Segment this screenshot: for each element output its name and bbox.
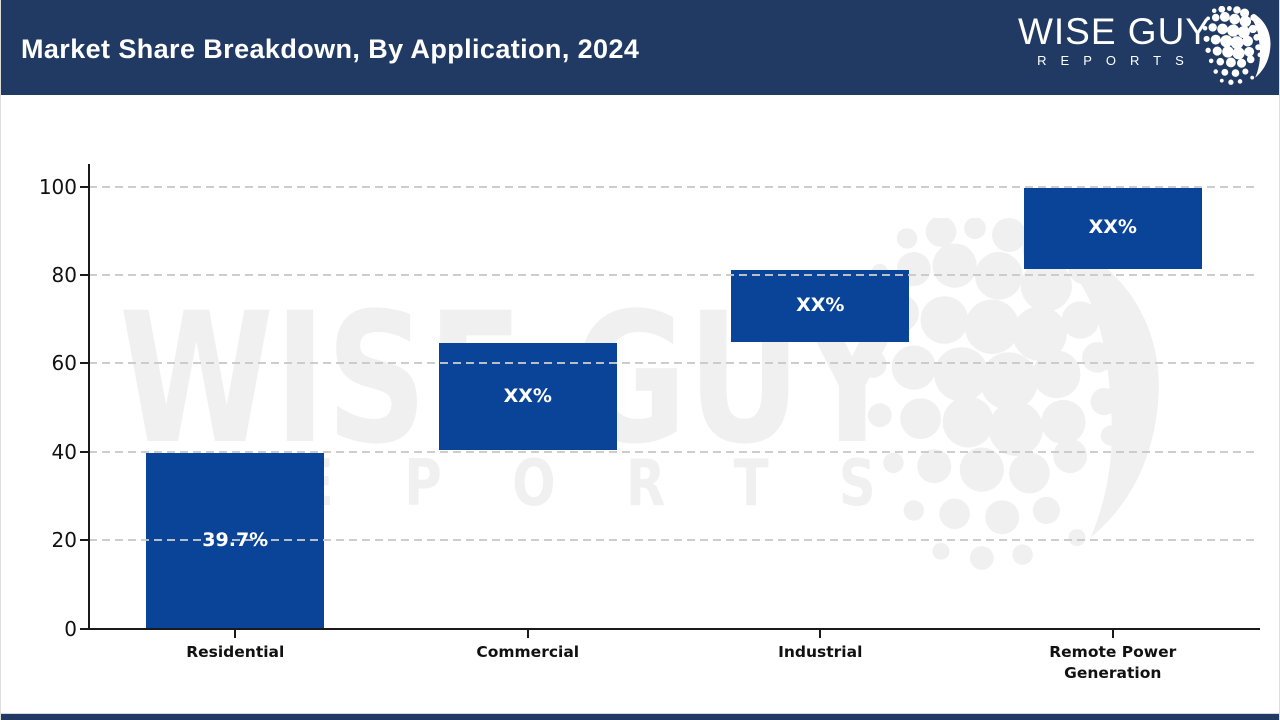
bar-label-residential: 39.7%	[202, 528, 269, 551]
gridline-100	[89, 185, 1259, 188]
x-tick-commercial	[526, 629, 529, 638]
x-label-commercial: Commercial	[476, 642, 580, 661]
y-tick-0	[80, 627, 88, 630]
page-title: Market Share Breakdown, By Application, …	[21, 34, 640, 64]
y-tick-80	[80, 273, 88, 276]
bar-label-industrial: XX%	[796, 294, 845, 317]
x-axis-line	[88, 628, 1260, 630]
watermark-head-icon	[856, 218, 1159, 570]
y-tick-label-0: 0	[64, 616, 77, 641]
y-tick-label-60: 60	[51, 351, 77, 376]
bar-label-remote-power-generation: XX%	[1088, 216, 1137, 239]
y-tick-label-20: 20	[51, 528, 77, 553]
gridline-80	[89, 273, 1259, 276]
bar-industrial	[731, 270, 910, 342]
footer-divider	[1, 713, 1279, 714]
y-tick-20	[80, 539, 88, 542]
y-tick-100	[80, 185, 88, 188]
y-axis-line	[88, 164, 90, 630]
y-tick-40	[80, 450, 88, 453]
x-label-industrial: Industrial	[778, 642, 863, 661]
logo-line-1: WISE GUY	[1017, 11, 1211, 52]
x-tick-residential	[234, 629, 237, 638]
wiseguy-head-logo-icon	[1202, 6, 1271, 85]
chart-plot-area: 0 20 40 60 80 100 39.7% XX% XX% XX% Residential Com…	[1, 95, 1279, 714]
x-tick-industrial	[819, 629, 822, 638]
bar-remote-power-generation	[1023, 187, 1202, 270]
y-tick-label-80: 80	[51, 262, 77, 287]
x-tick-remote-power-generation	[1111, 629, 1114, 638]
wiseguy-logo-wordmark: WISE GUY REPORTS	[1018, 12, 1211, 70]
gridline-60	[89, 362, 1259, 365]
logo-line-2: REPORTS	[1037, 53, 1198, 68]
x-label-residential: Residential	[186, 642, 285, 661]
bar-commercial	[438, 342, 617, 451]
gridline-40	[89, 450, 1259, 453]
y-tick-60	[80, 362, 88, 365]
header-bar: Market Share Breakdown, By Application, …	[1, 0, 1279, 95]
y-tick-label-40: 40	[51, 439, 77, 464]
footer-bar	[1, 714, 1279, 720]
gridline-20	[89, 539, 1259, 542]
y-tick-label-100: 100	[38, 174, 77, 199]
bar-label-commercial: XX%	[503, 384, 552, 407]
x-label-remote-power-generation: Remote Power Generation	[1049, 642, 1177, 682]
